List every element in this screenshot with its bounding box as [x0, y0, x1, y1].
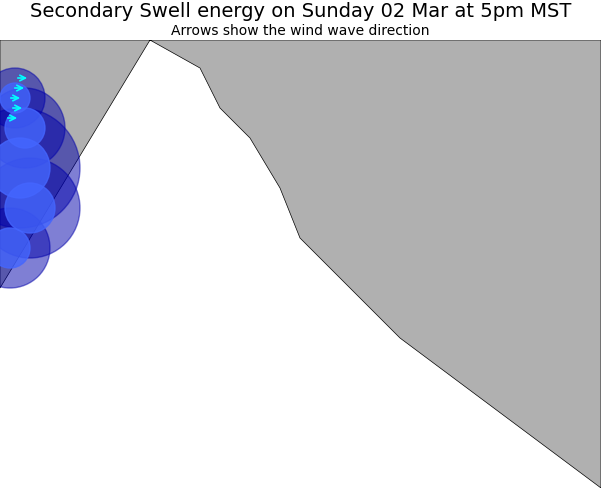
- Circle shape: [5, 183, 55, 233]
- Circle shape: [0, 208, 50, 288]
- Circle shape: [0, 83, 30, 113]
- Circle shape: [0, 228, 30, 268]
- Circle shape: [0, 68, 45, 128]
- Circle shape: [0, 88, 65, 168]
- Polygon shape: [0, 40, 601, 488]
- Text: Secondary Swell energy on Sunday 02 Mar at 5pm MST: Secondary Swell energy on Sunday 02 Mar …: [30, 1, 571, 20]
- Circle shape: [0, 158, 80, 258]
- Circle shape: [5, 108, 45, 148]
- Text: Arrows show the wind wave direction: Arrows show the wind wave direction: [171, 24, 430, 38]
- Circle shape: [0, 138, 50, 198]
- Circle shape: [0, 108, 80, 228]
